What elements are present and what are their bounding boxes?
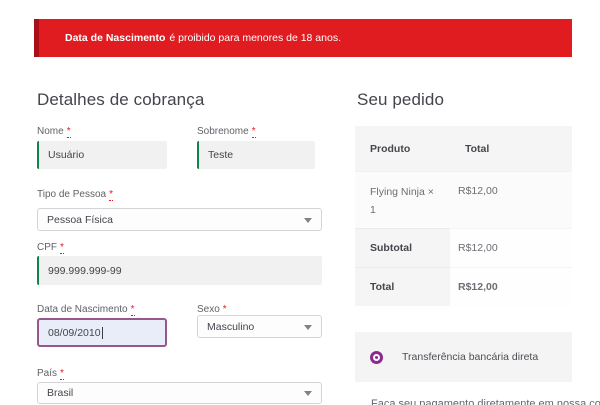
dropdown-arrow-icon xyxy=(304,217,312,223)
last-name-label-text: Sobrenome xyxy=(197,126,249,137)
first-name-value: Usuário xyxy=(48,149,85,161)
person-type-value: Pessoa Física xyxy=(47,213,113,226)
required-asterisk: * xyxy=(66,126,71,138)
dropdown-arrow-icon xyxy=(304,324,312,330)
gender-label-text: Sexo xyxy=(197,304,220,315)
total-value-cell: R$12,00 xyxy=(450,267,572,306)
required-asterisk: * xyxy=(251,126,256,138)
cpf-label: CPF * xyxy=(37,242,64,254)
text-caret xyxy=(101,326,103,339)
birth-date-label-text: Data de Nascimento xyxy=(37,304,128,315)
cpf-input[interactable]: 999.999.999-99 xyxy=(37,256,322,285)
item-name-cell: Flying Ninja × 1 xyxy=(355,171,450,228)
radio-selected-icon[interactable] xyxy=(370,350,383,364)
required-asterisk: * xyxy=(60,242,64,254)
required-asterisk: * xyxy=(130,304,135,316)
required-asterisk: * xyxy=(222,304,227,316)
gender-value: Masculino xyxy=(207,320,255,333)
order-table: Produto Total Flying Ninja × 1 R$12,00 S… xyxy=(355,126,572,306)
gender-select[interactable]: Masculino xyxy=(197,315,322,338)
dropdown-arrow-icon xyxy=(304,391,312,396)
person-type-label: Tipo de Pessoa * xyxy=(37,189,114,201)
gender-label: Sexo * xyxy=(197,304,227,316)
birth-date-value: 08/09/2010 xyxy=(48,326,101,339)
last-name-input[interactable]: Teste xyxy=(197,141,315,169)
billing-title: Detalhes de cobrança xyxy=(37,90,205,109)
error-field-name: Data de Nascimento xyxy=(65,32,166,44)
person-type-select[interactable]: Pessoa Física xyxy=(37,208,322,231)
order-title: Seu pedido xyxy=(357,90,445,109)
birth-date-label: Data de Nascimento * xyxy=(37,304,135,316)
birth-date-input[interactable]: 08/09/2010 xyxy=(37,318,167,347)
cpf-label-text: CPF xyxy=(37,242,57,253)
column-header-total: Total xyxy=(450,126,572,171)
item-quantity: 1 xyxy=(370,204,376,216)
country-label: País * xyxy=(37,368,64,380)
payment-method-option[interactable]: Transferência bancária direta xyxy=(355,332,572,382)
subtotal-value-cell: R$12,00 xyxy=(450,228,572,267)
last-name-value: Teste xyxy=(208,149,234,161)
country-value: Brasil xyxy=(47,387,74,399)
error-message: é proibido para menores de 18 anos. xyxy=(169,32,341,44)
person-type-label-text: Tipo de Pessoa xyxy=(37,189,107,200)
column-header-produto: Produto xyxy=(355,126,450,171)
total-label-cell: Total xyxy=(355,267,450,306)
first-name-label: Nome * xyxy=(37,126,71,138)
error-banner: Data de Nascimento é proibido para menor… xyxy=(34,19,572,57)
country-select[interactable]: Brasil xyxy=(37,382,322,404)
required-asterisk: * xyxy=(109,189,114,201)
first-name-input[interactable]: Usuário xyxy=(37,141,167,169)
cpf-value: 999.999.999-99 xyxy=(48,264,122,277)
item-name: Flying Ninja × xyxy=(370,186,434,198)
first-name-label-text: Nome xyxy=(37,126,64,137)
required-asterisk: * xyxy=(60,368,64,380)
last-name-label: Sobrenome * xyxy=(197,126,256,138)
payment-method-label: Transferência bancária direta xyxy=(402,351,539,363)
item-total-cell: R$12,00 xyxy=(450,171,572,228)
payment-description: Faça seu pagamento diretamente em nossa … xyxy=(371,398,600,405)
subtotal-label-cell: Subtotal xyxy=(355,228,450,267)
country-label-text: País xyxy=(37,368,58,379)
